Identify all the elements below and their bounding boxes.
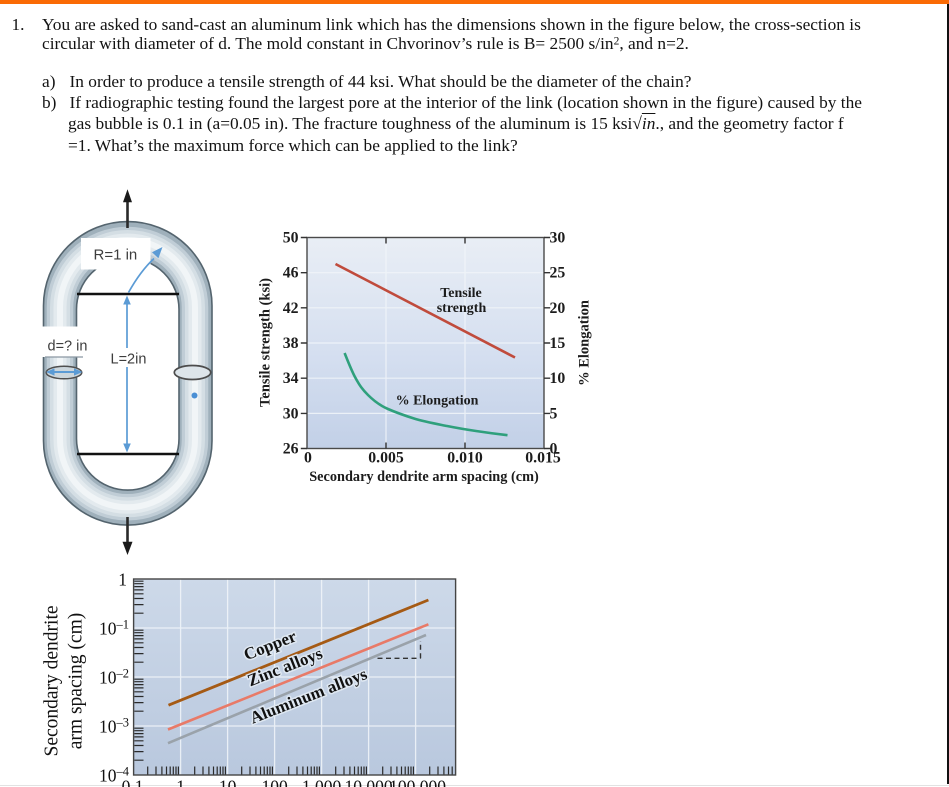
svg-text:0: 0 — [304, 450, 312, 467]
svg-text:arm spacing (cm): arm spacing (cm) — [66, 613, 87, 749]
svg-text:d=? in: d=? in — [48, 339, 88, 355]
svg-text:10–4: 10–4 — [99, 765, 130, 786]
svg-text:10: 10 — [550, 370, 566, 387]
svg-text:10–1: 10–1 — [99, 618, 129, 639]
svg-text:Tensile strength (ksi): Tensile strength (ksi) — [258, 278, 274, 407]
svg-text:46: 46 — [283, 265, 299, 282]
svg-text:0.015: 0.015 — [525, 450, 561, 467]
svg-text:10–2: 10–2 — [99, 667, 129, 688]
svg-text:0.1: 0.1 — [122, 777, 144, 787]
svg-text:L=2in: L=2in — [111, 352, 147, 368]
svg-text:Secondary dendrite arm spacing: Secondary dendrite arm spacing (cm) — [309, 469, 539, 485]
svg-text:26: 26 — [283, 441, 299, 458]
svg-text:1,000: 1,000 — [302, 777, 342, 787]
svg-text:strength: strength — [437, 301, 487, 316]
svg-text:0.010: 0.010 — [447, 450, 483, 467]
svg-text:0: 0 — [550, 441, 558, 458]
svg-text:42: 42 — [283, 300, 299, 317]
svg-text:38: 38 — [283, 335, 299, 352]
svg-text:30: 30 — [550, 230, 566, 247]
svg-text:10: 10 — [219, 777, 237, 787]
svg-text:50: 50 — [283, 230, 299, 247]
svg-text:25: 25 — [550, 265, 566, 282]
svg-text:R=1 in: R=1 in — [94, 247, 138, 264]
svg-text:1: 1 — [118, 570, 127, 590]
svg-text:20: 20 — [550, 300, 566, 317]
svg-text:34: 34 — [283, 370, 299, 387]
svg-text:0.005: 0.005 — [368, 450, 404, 467]
svg-text:Tensile: Tensile — [440, 286, 482, 301]
svg-text:1: 1 — [176, 777, 185, 787]
svg-text:100: 100 — [261, 777, 288, 787]
svg-text:10,000: 10,000 — [345, 777, 393, 787]
svg-text:% Elongation: % Elongation — [396, 394, 479, 409]
svg-text:100,000: 100,000 — [389, 777, 446, 787]
svg-text:Secondary dendrite: Secondary dendrite — [42, 605, 63, 756]
svg-text:30: 30 — [283, 405, 299, 422]
svg-text:% Elongation: % Elongation — [577, 300, 593, 386]
svg-text:5: 5 — [550, 405, 558, 422]
svg-text:15: 15 — [550, 335, 566, 352]
svg-text:10–3: 10–3 — [99, 716, 129, 737]
